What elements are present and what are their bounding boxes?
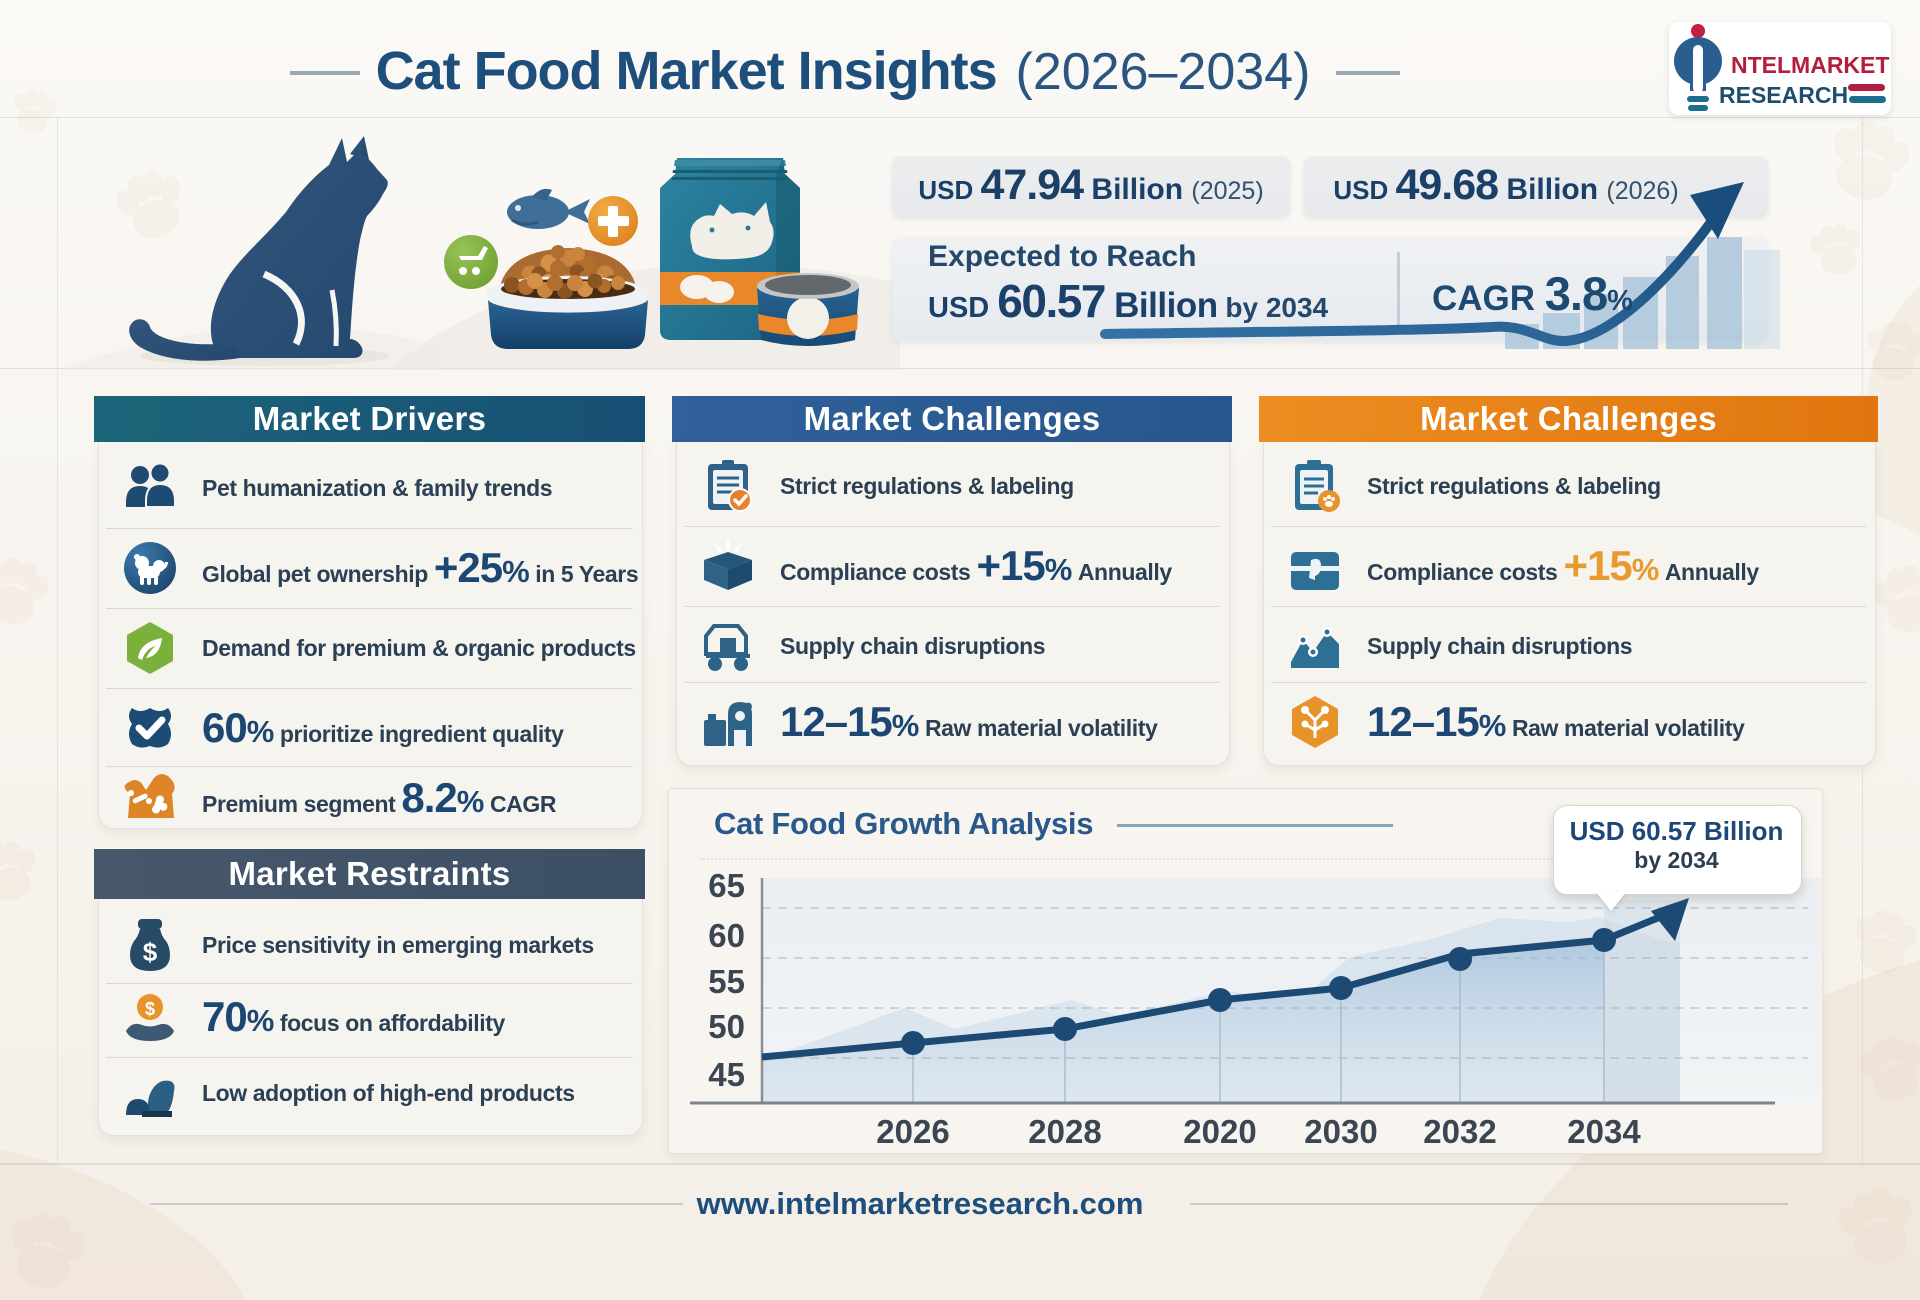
svg-text:NTELMARKET: NTELMARKET [1731,52,1889,78]
svg-text:2028: 2028 [1028,1113,1101,1150]
svg-text:2030: 2030 [1304,1113,1377,1150]
svg-text:45: 45 [708,1056,745,1093]
svg-text:60: 60 [708,917,745,954]
svg-text:50: 50 [708,1008,745,1045]
svg-text:55: 55 [708,963,745,1000]
svg-text:$: $ [143,937,158,967]
svg-text:2032: 2032 [1423,1113,1496,1150]
svg-text:$: $ [145,999,155,1019]
svg-text:2020: 2020 [1183,1113,1256,1150]
svg-text:RESEARCH: RESEARCH [1719,82,1848,108]
svg-text:2034: 2034 [1567,1113,1641,1150]
svg-text:2026: 2026 [876,1113,949,1150]
svg-text:65: 65 [708,867,745,904]
